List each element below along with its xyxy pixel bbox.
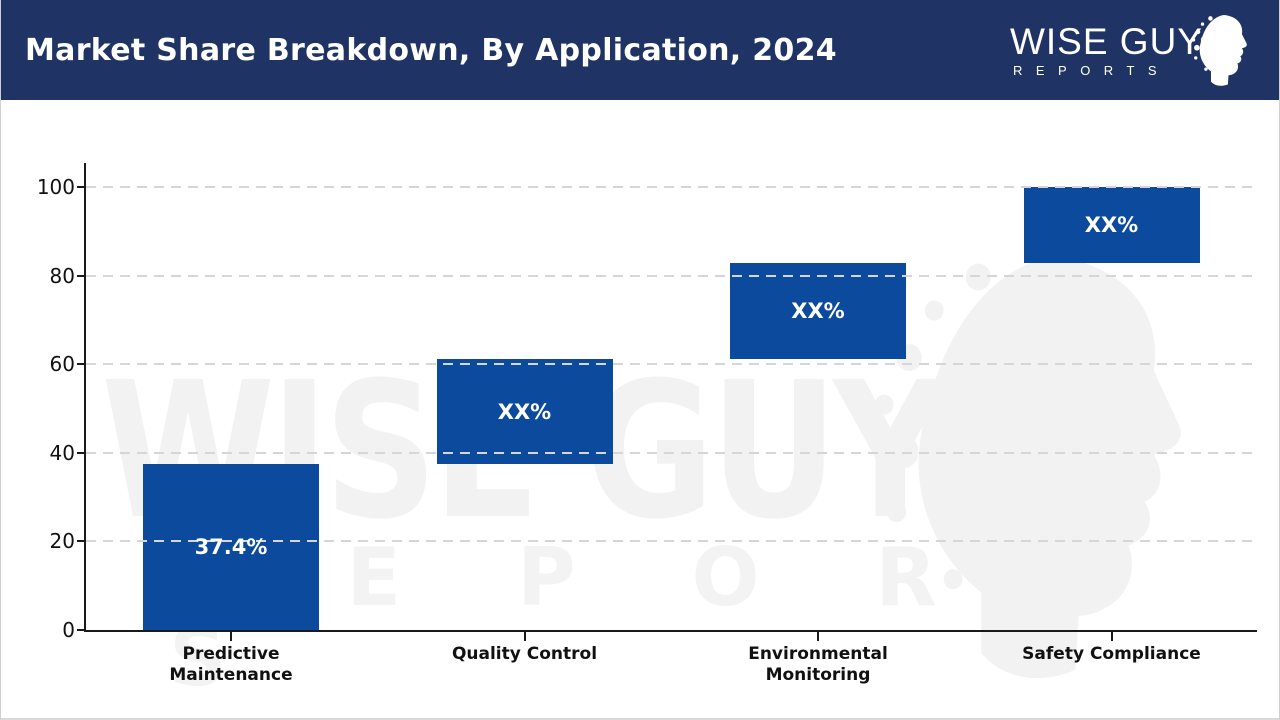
- gridline-40: [86, 451, 1257, 454]
- x-axis-tick-mark: [1110, 632, 1113, 641]
- y-axis-tick-label: 40: [49, 440, 75, 465]
- y-axis-tick-mark: [77, 629, 85, 631]
- logo-line-reports: REPORTS: [1012, 62, 1171, 78]
- category-label-safety-compliance: Safety Compliance: [1022, 644, 1201, 664]
- gridline-20: [86, 540, 1257, 543]
- page-title: Market Share Breakdown, By Application, …: [25, 32, 837, 68]
- y-axis-tick-mark: [77, 186, 85, 188]
- bar-value-label-quality-control: XX%: [497, 399, 552, 424]
- y-axis-line: [84, 163, 86, 632]
- y-axis-tick-label: 20: [49, 529, 75, 554]
- bar-value-label-safety-compliance: XX%: [1084, 213, 1139, 238]
- x-axis-tick-mark: [230, 632, 232, 641]
- gridline-80: [86, 274, 1257, 277]
- chart-area: WISE GUY R E P O R T S 02040608010037.4%…: [1, 100, 1279, 718]
- bar-quality-control: [436, 359, 613, 465]
- y-axis-tick-mark: [77, 451, 85, 454]
- logo-line-wise-guy: WISE GUY: [1009, 20, 1203, 62]
- wise-guy-logo: WISE GUY REPORTS: [1010, 8, 1251, 92]
- category-label-quality-control: Quality Control: [451, 644, 598, 664]
- bar-safety-compliance: [1023, 187, 1200, 264]
- x-axis-tick-mark: [817, 632, 819, 641]
- x-axis-line: [84, 630, 1257, 632]
- gridline-60: [86, 363, 1257, 366]
- y-axis-tick-label: 0: [62, 618, 75, 642]
- bar-environmental-monitoring: [730, 263, 906, 360]
- y-axis-tick-label: 100: [36, 175, 75, 199]
- logo-wordmark: WISE GUY REPORTS: [1010, 23, 1203, 78]
- y-axis-tick-label: 80: [49, 263, 75, 288]
- bar-value-label-environmental-monitoring: XX%: [791, 299, 845, 324]
- y-axis-tick-mark: [77, 274, 85, 277]
- y-axis-tick-mark: [77, 540, 85, 543]
- gridline-100: [86, 186, 1257, 188]
- y-axis-tick-label: 60: [49, 352, 75, 377]
- category-label-predictive-maintenance: Predictive Maintenance: [169, 644, 293, 685]
- category-label-environmental-monitoring: Environmental Monitoring: [748, 644, 888, 685]
- bar-predictive-maintenance: [143, 464, 319, 630]
- y-axis-tick-mark: [77, 363, 85, 366]
- header: Market Share Breakdown, By Application, …: [1, 0, 1279, 100]
- logo-face-icon: [1191, 15, 1247, 86]
- bar-value-label-predictive-maintenance: 37.4%: [194, 535, 268, 560]
- x-axis-tick-mark: [523, 632, 526, 641]
